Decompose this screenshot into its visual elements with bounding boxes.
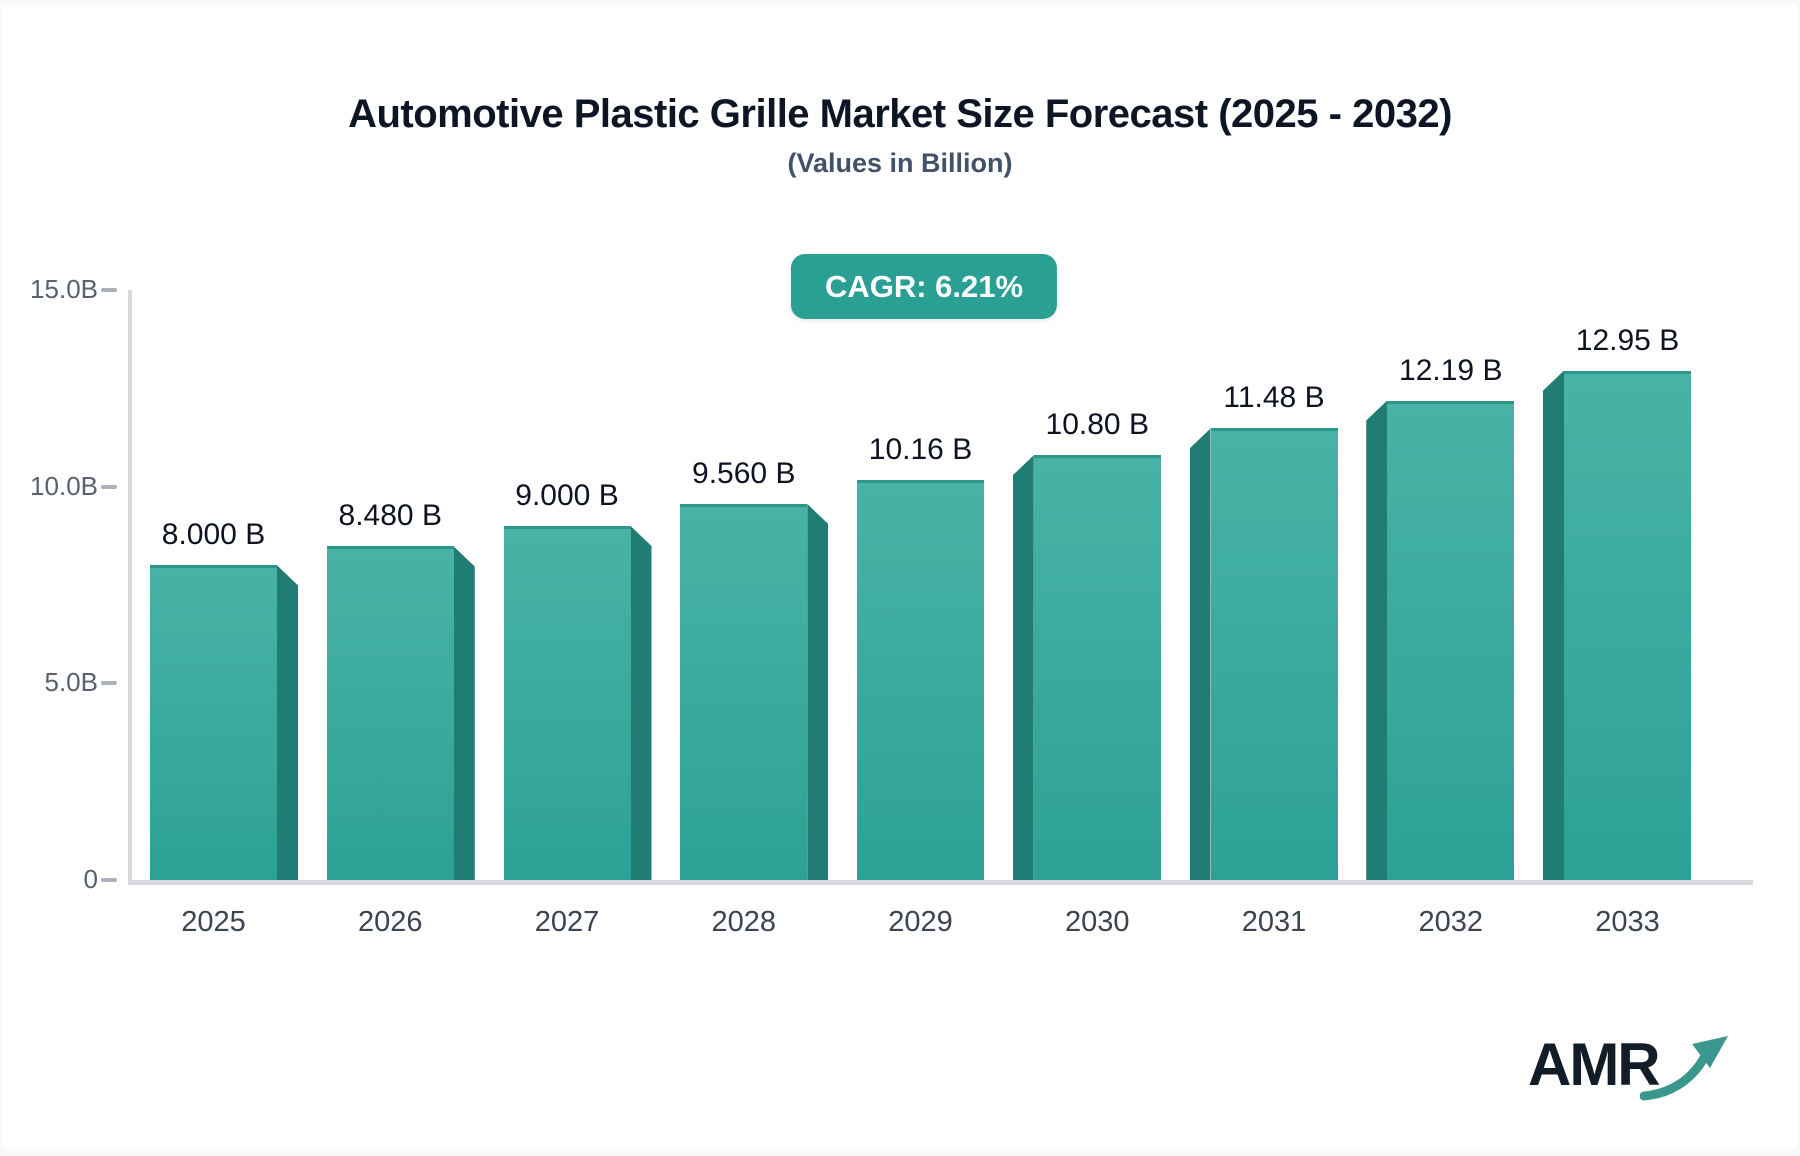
frame-strip-bottom — [0, 1148, 1800, 1156]
bar-value-label: 12.19 B — [1399, 353, 1503, 387]
bar-value-label: 10.16 B — [868, 433, 973, 467]
y-tick-mark — [101, 484, 117, 489]
bar-value-label: 10.80 B — [1045, 408, 1149, 442]
y-tick-label: 0 — [83, 864, 98, 894]
x-tick-label: 2026 — [357, 906, 423, 938]
bar-value-label: 12.95 B — [1575, 323, 1680, 357]
cagr-badge: CAGR: 6.21% — [790, 254, 1058, 319]
y-tick-label: 5.0B — [44, 667, 99, 698]
bar-value-label: 8.480 B — [338, 499, 442, 533]
bar — [150, 565, 277, 880]
y-tick-mark — [101, 681, 117, 686]
frame-strip-right — [1797, 0, 1800, 1156]
bar-value-label: 11.48 B — [1223, 381, 1325, 415]
bar-value-label: 8.000 B — [161, 518, 266, 552]
bar — [1210, 428, 1338, 880]
x-tick-label: 2029 — [888, 906, 953, 938]
bar-3d-side — [453, 546, 475, 880]
bar-3d-side — [1366, 400, 1388, 880]
amr-logo: AMR — [1528, 1030, 1728, 1116]
bar — [1564, 370, 1691, 880]
frame-strip-left — [0, 0, 2, 1156]
bar-value-label: 9.560 B — [692, 456, 796, 490]
x-tick-label: 2032 — [1418, 906, 1484, 938]
x-tick-label: 2033 — [1595, 906, 1660, 938]
bar-3d-side — [1012, 455, 1034, 880]
bar — [680, 503, 808, 880]
bar — [503, 526, 631, 880]
y-tick-mark — [101, 288, 117, 292]
x-tick-label: 2030 — [1064, 906, 1130, 938]
logo-arrow-icon — [1640, 1036, 1728, 1101]
chart-subtitle: (Values in Billion) — [787, 148, 1013, 178]
x-tick-label: 2025 — [181, 906, 246, 938]
chart-title: Automotive Plastic Grille Market Size Fo… — [348, 92, 1452, 136]
x-tick-label: 2027 — [534, 906, 600, 938]
bar-3d-side — [630, 526, 652, 880]
bar — [1033, 455, 1161, 880]
y-tick-label: 10.0B — [30, 470, 98, 501]
x-tick-label: 2028 — [711, 906, 777, 938]
bar — [1387, 400, 1515, 880]
bar-3d-side — [1543, 370, 1564, 880]
bar-value-label: 9.000 B — [515, 479, 619, 512]
y-tick-label: 15.0B — [30, 274, 98, 304]
bar — [857, 480, 984, 880]
bar — [326, 546, 454, 880]
x-tick-label: 2031 — [1241, 906, 1307, 938]
bar-3d-side — [807, 503, 829, 880]
y-tick-mark — [101, 878, 117, 882]
frame-strip-top — [0, 0, 1800, 5]
y-axis-line — [128, 290, 132, 885]
amr-logo-text: AMR — [1528, 1031, 1661, 1098]
x-axis-line — [128, 880, 1753, 885]
bar-3d-side — [1189, 428, 1211, 880]
bar-3d-side — [277, 565, 298, 880]
